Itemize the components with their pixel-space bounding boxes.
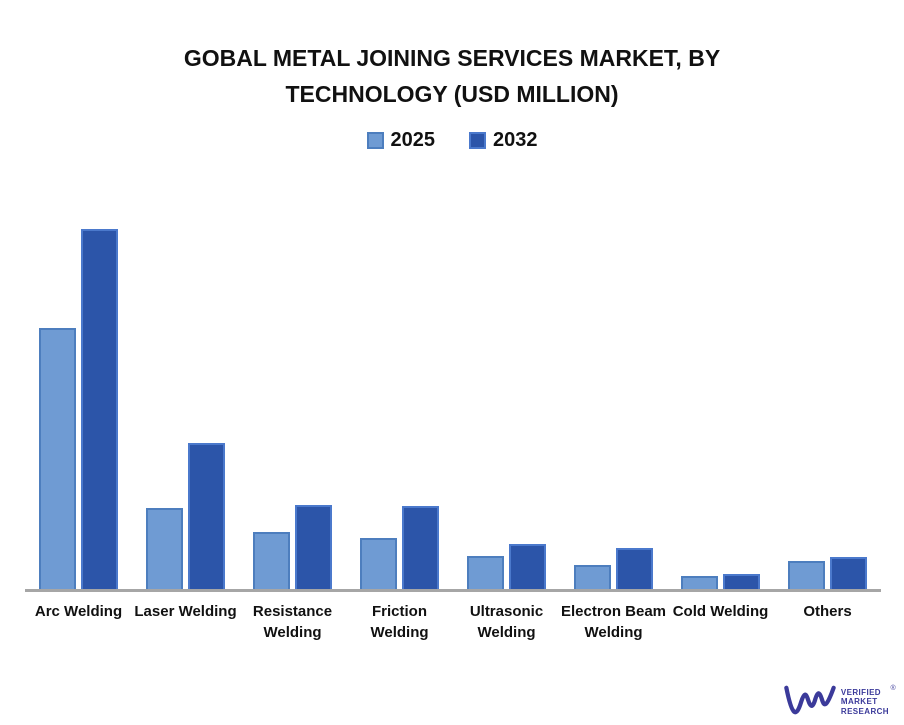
- bar-group-arc-welding: [25, 210, 132, 590]
- brand-line-market: MARKET: [840, 697, 878, 707]
- bar-2032-friction-welding: [402, 506, 439, 590]
- plot-area: [25, 210, 881, 590]
- legend-label-2025: 2025: [390, 129, 436, 151]
- bar-group-laser-welding: [132, 210, 239, 590]
- bar-group-others: [774, 210, 881, 590]
- x-axis-line: [25, 589, 881, 592]
- bar-2032-resistance-welding: [295, 505, 332, 590]
- brand-line-verified: VERIFIED: [840, 687, 881, 697]
- bar-2025-cold-welding: [681, 576, 718, 590]
- bar-2032-cold-welding: [723, 574, 760, 590]
- bar-group-friction-welding: [346, 210, 453, 590]
- x-label-text: Laser Welding: [134, 603, 237, 620]
- brand-logo: VERIFIED MARKET RESEARCH ®: [784, 684, 896, 720]
- bar-2025-arc-welding: [39, 328, 76, 590]
- x-label-text: Cold Welding: [672, 603, 769, 620]
- bar-2025-laser-welding: [146, 508, 183, 590]
- brand-line-research: RESEARCH: [840, 706, 889, 716]
- bar-2025-electron-beam-welding: [574, 565, 611, 590]
- x-label-arc-welding: Arc Welding: [25, 601, 132, 643]
- bar-group-electron-beam-welding: [560, 210, 667, 590]
- bar-2032-others: [830, 557, 867, 590]
- x-label-cold-welding: Cold Welding: [667, 601, 774, 643]
- bar-2032-laser-welding: [188, 443, 225, 590]
- x-label-text: Electron Beam Welding: [560, 603, 667, 641]
- registered-trademark-symbol: ®: [890, 684, 896, 692]
- brand-text: VERIFIED MARKET RESEARCH ®: [840, 685, 896, 717]
- chart-legend: 2025 2032: [0, 129, 904, 152]
- x-axis-labels: Arc Welding Laser Welding Resistance Weldi…: [25, 601, 881, 643]
- x-label-text: Resistance Welding: [252, 603, 333, 641]
- legend-swatch-2025: [366, 132, 384, 149]
- bar-2025-ultrasonic-welding: [467, 556, 504, 590]
- x-label-others: Others: [774, 601, 881, 643]
- legend-label-2032: 2032: [493, 129, 538, 151]
- bar-2032-electron-beam-welding: [616, 548, 653, 590]
- bar-group-ultrasonic-welding: [453, 210, 560, 590]
- bar-group-cold-welding: [667, 210, 774, 590]
- bar-2032-ultrasonic-welding: [509, 544, 546, 590]
- x-label-text: Others: [803, 603, 852, 620]
- legend-item-2032: 2032: [469, 129, 538, 152]
- bar-group-resistance-welding: [239, 210, 346, 590]
- legend-swatch-2032: [469, 132, 486, 149]
- x-label-friction-welding: Friction Welding: [346, 601, 453, 643]
- bar-2025-friction-welding: [360, 538, 397, 590]
- x-label-text: Arc Welding: [34, 603, 123, 620]
- vm-monogram-icon: [784, 685, 836, 715]
- x-label-text: Ultrasonic Welding: [469, 603, 544, 641]
- bar-2025-others: [788, 561, 825, 590]
- x-label-laser-welding: Laser Welding: [132, 601, 239, 643]
- x-label-resistance-welding: Resistance Welding: [239, 601, 346, 643]
- legend-item-2025: 2025: [366, 129, 436, 152]
- chart-title: GOBAL METAL JOINING SERVICES MARKET, BY …: [183, 45, 721, 107]
- bar-2025-resistance-welding: [253, 532, 290, 590]
- x-label-electron-beam-welding: Electron Beam Welding: [560, 601, 667, 643]
- bar-2032-arc-welding: [81, 229, 118, 590]
- x-label-text: Friction Welding: [370, 603, 429, 641]
- x-label-ultrasonic-welding: Ultrasonic Welding: [453, 601, 560, 643]
